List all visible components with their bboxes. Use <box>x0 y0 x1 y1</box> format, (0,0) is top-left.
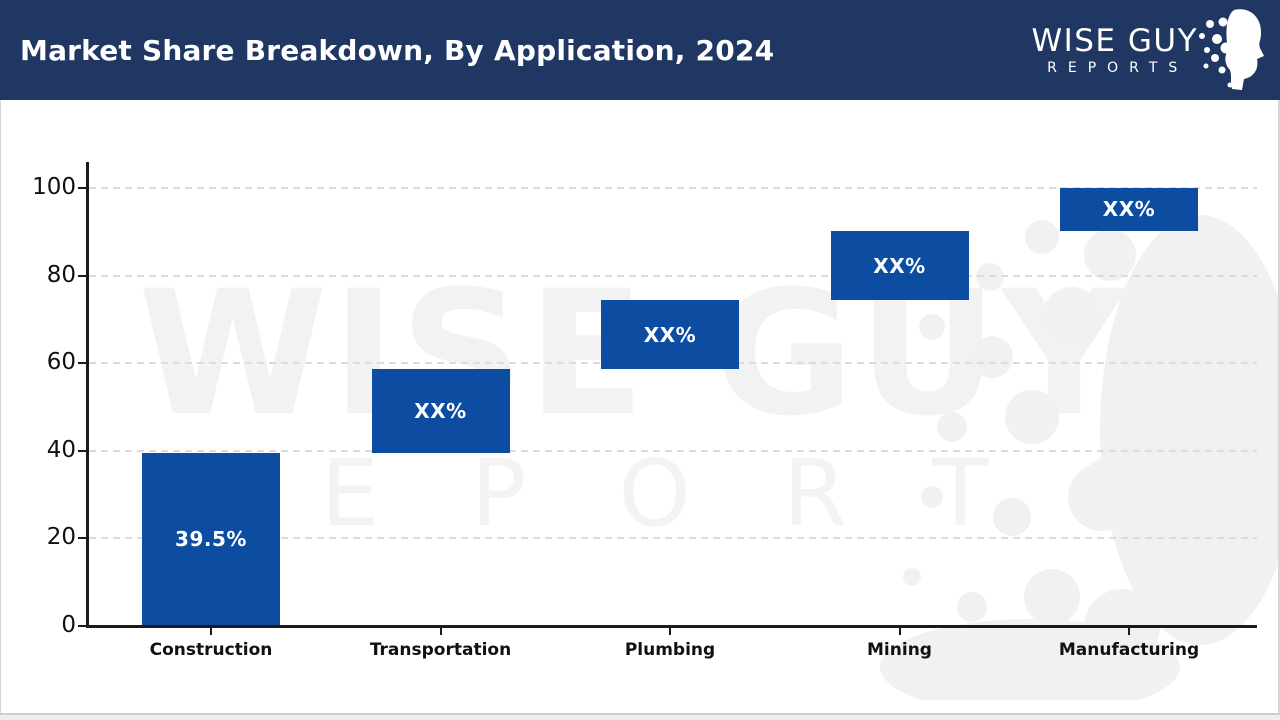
y-tickmark-80 <box>78 274 88 277</box>
gridline-80 <box>89 274 1257 277</box>
header-bar: Market Share Breakdown, By Application, … <box>0 0 1280 100</box>
x-tickmark-construction <box>210 627 212 635</box>
bar-value-label: XX% <box>643 322 697 347</box>
category-label-plumbing: Plumbing <box>624 640 716 660</box>
y-tick-label-60: 60 <box>46 349 76 376</box>
x-tickmark-transportation <box>439 627 442 635</box>
y-tickmark-0 <box>78 625 88 627</box>
category-label-manufacturing: Manufacturing <box>1058 640 1200 660</box>
frame-edge-right <box>1278 100 1280 720</box>
category-label-construction: Construction <box>149 640 273 660</box>
logo-face-icon <box>1199 9 1264 91</box>
gridline-100 <box>89 187 1257 189</box>
y-tick-label-80: 80 <box>46 261 76 288</box>
x-tickmark-manufacturing <box>1128 627 1130 635</box>
category-label-transportation: Transportation <box>369 640 512 660</box>
bar-mining: XX% <box>830 230 969 301</box>
frame-edge-left <box>0 100 1 720</box>
y-tick-label-0: 0 <box>61 612 76 638</box>
y-tick-label-40: 40 <box>46 436 76 463</box>
logo-line1: WISE GUY <box>1031 22 1198 59</box>
bar-value-label: 39.5% <box>175 527 247 552</box>
wise-guy-logo: WISE GUY REPORTS <box>1031 6 1266 94</box>
x-axis-line <box>86 625 1257 628</box>
gridline-40 <box>89 449 1257 452</box>
bar-value-label: XX% <box>414 399 467 424</box>
logo-text: WISE GUY REPORTS <box>1031 22 1198 76</box>
category-label-mining: Mining <box>867 640 932 660</box>
logo-line2: REPORTS <box>1047 59 1189 76</box>
y-axis-line <box>86 162 89 628</box>
x-tickmark-mining <box>898 627 901 635</box>
bar-plumbing: XX% <box>601 300 739 370</box>
bar-construction: 39.5% <box>142 452 280 626</box>
frame-edge-bottom <box>0 713 1280 715</box>
y-tickmark-100 <box>78 187 88 189</box>
gridline-20 <box>89 537 1257 540</box>
chart-title: Market Share Breakdown, By Application, … <box>20 33 775 67</box>
watermark-text-line2: REPORTS <box>165 440 1231 547</box>
bar-value-label: XX% <box>873 253 926 278</box>
y-tick-label-20: 20 <box>46 524 76 551</box>
y-tick-label-100: 100 <box>32 174 76 200</box>
bar-manufacturing: XX% <box>1060 188 1198 231</box>
y-tickmark-40 <box>78 449 88 452</box>
bar-transportation: XX% <box>371 369 510 453</box>
footer-strip <box>0 715 1280 720</box>
y-tickmark-60 <box>78 362 88 365</box>
y-tickmark-20 <box>78 537 88 540</box>
bar-value-label: XX% <box>1102 197 1156 222</box>
x-tickmark-plumbing <box>669 627 671 635</box>
